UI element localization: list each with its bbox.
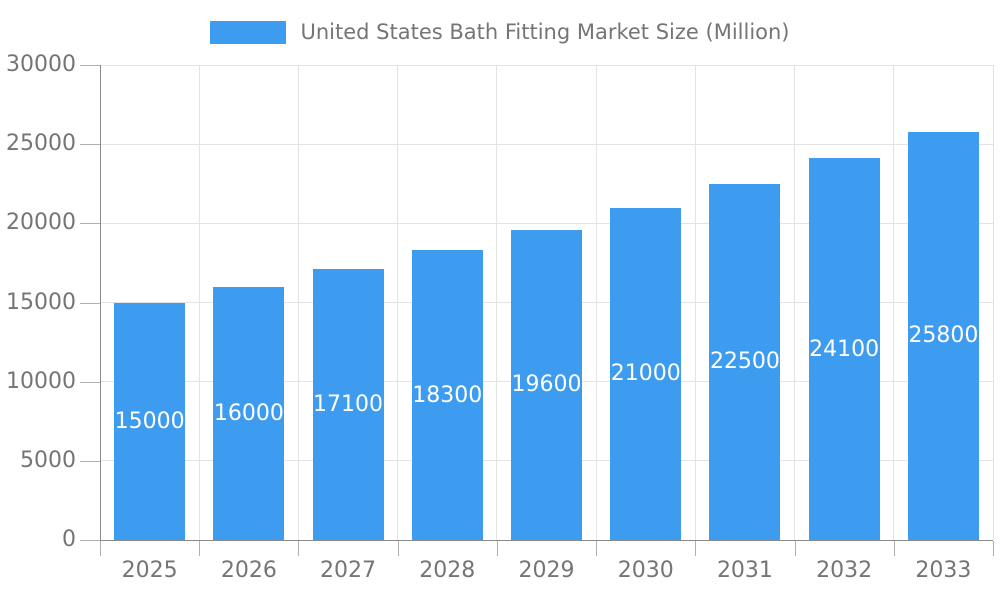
x-tick-label: 2029 <box>518 558 575 583</box>
bar-2033[interactable]: 25800 <box>907 131 979 540</box>
bar-2028[interactable]: 18300 <box>411 250 483 540</box>
grid-line-v <box>893 65 895 540</box>
bar-value-label: 24100 <box>809 336 880 362</box>
y-tick-mark <box>80 223 100 225</box>
x-tick-mark <box>695 541 697 556</box>
x-tick-label: 2033 <box>915 558 972 583</box>
grid-line-h <box>100 64 993 66</box>
x-tick-mark <box>199 541 201 556</box>
x-tick-mark <box>100 541 101 556</box>
bar-2025[interactable]: 15000 <box>114 302 186 540</box>
bar-value-label: 19600 <box>511 372 582 398</box>
grid-line-v <box>992 65 994 540</box>
bar-value-label: 16000 <box>213 400 284 426</box>
y-tick-label: 20000 <box>6 210 76 236</box>
y-tick-label: 10000 <box>6 368 76 394</box>
grid-line-v <box>694 65 696 540</box>
x-axis-line <box>100 540 993 541</box>
grid-line-v <box>198 65 200 540</box>
bar-2031[interactable]: 22500 <box>709 183 781 540</box>
x-tick-label: 2030 <box>617 558 674 583</box>
legend-label: United States Bath Fitting Market Size (… <box>300 20 790 44</box>
grid-line-v <box>297 65 299 540</box>
bar-2030[interactable]: 21000 <box>610 207 682 540</box>
y-tick-label: 5000 <box>20 447 76 473</box>
plot-area: 15000 16000 17100 18300 19600 21000 22500 24100… <box>100 64 994 540</box>
x-tick-label: 2026 <box>220 558 277 583</box>
y-tick-mark <box>80 302 100 304</box>
grid-line-v <box>794 65 796 540</box>
grid-line-v <box>496 65 498 540</box>
grid-line-h <box>100 143 993 145</box>
legend-swatch-icon <box>210 20 287 44</box>
y-tick-label: 15000 <box>6 289 76 315</box>
y-tick-label: 0 <box>62 527 76 552</box>
x-tick-mark <box>496 541 498 556</box>
y-tick-mark <box>80 460 100 462</box>
x-tick-label: 2032 <box>816 558 873 583</box>
y-tick-mark <box>80 144 100 146</box>
bar-value-label: 22500 <box>709 349 780 375</box>
y-tick-mark <box>80 65 100 66</box>
x-tick-label: 2028 <box>419 558 476 583</box>
bar-value-label: 25800 <box>908 323 979 349</box>
grid-line-h <box>100 222 993 224</box>
x-tick-mark <box>397 541 399 556</box>
y-axis-line <box>100 65 101 540</box>
bar-value-label: 15000 <box>114 408 185 434</box>
bar-value-label: 21000 <box>610 361 681 387</box>
x-tick-mark <box>298 541 300 556</box>
y-tick-mark <box>80 381 100 383</box>
x-tick-mark <box>794 541 796 556</box>
y-tick-mark <box>80 540 100 541</box>
x-tick-label: 2031 <box>716 558 773 583</box>
bar-value-label: 18300 <box>412 382 483 408</box>
grid-line-v <box>595 65 597 540</box>
x-tick-mark <box>596 541 598 556</box>
bar-value-label: 17100 <box>313 392 384 418</box>
x-tick-label: 2027 <box>320 558 377 583</box>
legend-item[interactable]: United States Bath Fitting Market Size (… <box>0 18 1000 46</box>
bar-2027[interactable]: 17100 <box>312 269 384 540</box>
y-tick-label: 25000 <box>6 131 76 157</box>
bar-2032[interactable]: 24100 <box>808 158 880 540</box>
x-tick-mark <box>893 541 895 556</box>
bar-2029[interactable]: 19600 <box>511 229 582 540</box>
x-tick-mark <box>993 541 994 556</box>
x-tick-label: 2025 <box>121 558 178 583</box>
bar-2026[interactable]: 16000 <box>213 286 285 540</box>
grid-line-v <box>397 65 399 540</box>
y-tick-label: 30000 <box>6 52 76 77</box>
